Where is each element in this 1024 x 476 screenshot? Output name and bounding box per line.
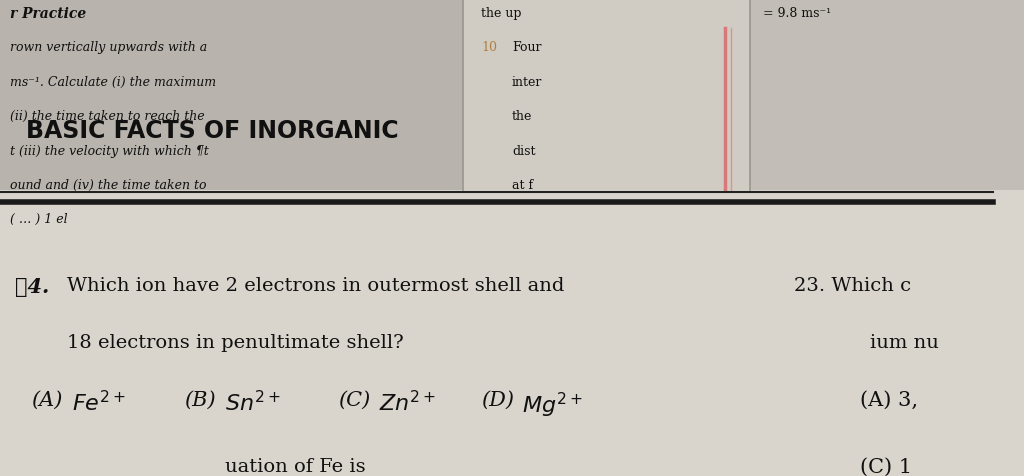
Text: the up: the up	[481, 7, 522, 20]
Text: 23. Which c: 23. Which c	[794, 276, 910, 294]
Text: ound and (iv) the time taken to: ound and (iv) the time taken to	[10, 178, 207, 191]
Text: (C) 1: (C) 1	[860, 457, 912, 476]
Text: ( … ) 1 el: ( … ) 1 el	[10, 213, 68, 226]
Bar	[0, 190, 1024, 476]
Text: uation of Fe is: uation of Fe is	[225, 457, 366, 475]
Text: (D): (D)	[481, 390, 514, 409]
Text: (A): (A)	[31, 390, 62, 409]
Text: $\mathit{Sn}^{2+}$: $\mathit{Sn}^{2+}$	[225, 390, 281, 416]
Text: ms⁻¹. Calculate (i) the maximum: ms⁻¹. Calculate (i) the maximum	[10, 76, 216, 89]
Text: (ii) the time taken to reach the: (ii) the time taken to reach the	[10, 110, 205, 123]
Text: the: the	[512, 110, 532, 123]
Text: at f: at f	[512, 178, 534, 191]
Text: = 9.8 ms⁻¹: = 9.8 ms⁻¹	[763, 7, 831, 20]
Bar	[0, 0, 463, 190]
Text: 18 electrons in penultimate shell?: 18 electrons in penultimate shell?	[67, 333, 403, 351]
Text: t (iii) the velocity with which ¶t: t (iii) the velocity with which ¶t	[10, 144, 209, 157]
Text: ᐔ4.: ᐔ4.	[15, 276, 49, 296]
Text: BASIC FACTS OF INORGANIC: BASIC FACTS OF INORGANIC	[26, 119, 398, 143]
Bar	[463, 0, 750, 190]
Text: inter: inter	[512, 76, 543, 89]
Text: $\mathit{Fe}^{2+}$: $\mathit{Fe}^{2+}$	[72, 390, 126, 416]
Bar	[750, 0, 1024, 190]
Bar	[0, 190, 1024, 476]
Text: rown vertically upwards with a: rown vertically upwards with a	[10, 41, 208, 54]
Text: 10: 10	[481, 41, 498, 54]
Text: ium nu: ium nu	[870, 333, 939, 351]
Text: Four: Four	[512, 41, 542, 54]
Text: r Practice: r Practice	[10, 7, 86, 21]
Text: $\mathit{Zn}^{2+}$: $\mathit{Zn}^{2+}$	[379, 390, 436, 416]
Text: Which ion have 2 electrons in outermost shell and: Which ion have 2 electrons in outermost …	[67, 276, 564, 294]
Text: (A) 3,: (A) 3,	[860, 390, 919, 409]
Text: (C): (C)	[338, 390, 370, 409]
Text: dist: dist	[512, 144, 536, 157]
Text: (B): (B)	[184, 390, 216, 409]
Text: $\mathit{Mg}^{2+}$: $\mathit{Mg}^{2+}$	[522, 390, 583, 419]
